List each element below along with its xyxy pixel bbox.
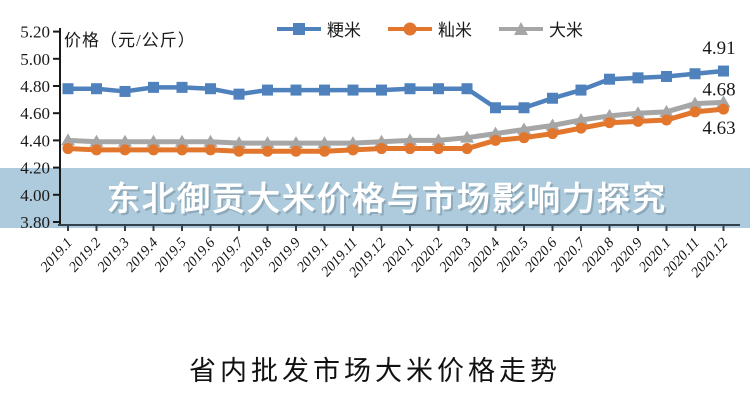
data-point-square — [262, 84, 273, 96]
data-point-circle — [604, 117, 615, 129]
data-point-circle — [205, 144, 216, 156]
data-point-square — [661, 70, 672, 82]
data-point-circle — [547, 128, 558, 140]
y-axis-title: 价格（元/公斤） — [64, 31, 196, 50]
data-point-circle — [262, 145, 273, 157]
data-point-square — [718, 65, 729, 77]
data-point-circle — [62, 143, 74, 155]
data-point-circle — [91, 144, 102, 156]
y-tick-label: 5.20 — [20, 23, 50, 42]
data-point-square — [319, 84, 330, 96]
data-point-square — [233, 88, 245, 100]
y-tick-label: 5.00 — [20, 50, 50, 69]
data-point-circle — [518, 132, 530, 144]
data-point-square — [404, 83, 416, 95]
data-point-circle — [632, 115, 644, 127]
data-point-circle — [461, 143, 473, 155]
series-line — [68, 68, 724, 111]
series-layer — [61, 65, 731, 157]
dami-triangle-legend-marker — [499, 21, 543, 35]
data-point-square — [490, 102, 501, 114]
y-tick-label: 4.20 — [20, 159, 50, 178]
data-point-circle — [433, 143, 444, 155]
chart-legend: 粳米 籼米 大米 — [276, 16, 583, 41]
data-point-square — [119, 85, 131, 97]
data-point-circle — [347, 144, 359, 156]
y-tick-label: 4.80 — [20, 77, 50, 96]
end-value-label: 4.68 — [702, 79, 735, 100]
legend-item-xianmi: 籼米 — [387, 16, 472, 41]
data-point-square — [604, 73, 615, 85]
data-point-square — [433, 83, 444, 95]
data-point-square — [632, 72, 644, 84]
data-point-square — [148, 81, 159, 93]
data-point-circle — [119, 144, 131, 156]
legend-label-jingmi: 粳米 — [327, 21, 361, 40]
end-value-label: 4.63 — [702, 118, 735, 139]
data-point-circle — [490, 134, 501, 146]
data-point-circle — [319, 145, 330, 157]
data-point-circle — [176, 144, 188, 156]
data-point-square — [205, 83, 216, 95]
y-tick-label: 4.60 — [20, 104, 50, 123]
legend-label-dami: 大米 — [549, 21, 583, 40]
legend-label-xianmi: 籼米 — [438, 21, 472, 40]
data-point-square — [176, 81, 188, 93]
data-point-square — [461, 83, 473, 95]
series-line — [67, 99, 724, 146]
data-point-square — [518, 102, 530, 114]
data-point-circle — [404, 143, 416, 155]
data-point-circle — [148, 144, 159, 156]
legend-item-jingmi: 粳米 — [276, 16, 361, 41]
data-point-circle — [661, 114, 672, 126]
data-point-circle — [290, 145, 302, 157]
data-point-circle — [689, 106, 701, 118]
chart-bottom-title: 省内批发市场大米价格走势 — [189, 356, 561, 386]
data-point-circle — [575, 122, 587, 134]
data-point-square — [347, 84, 359, 96]
data-point-square — [689, 68, 701, 80]
data-point-square — [376, 84, 387, 96]
y-tick-label: 4.00 — [20, 186, 50, 205]
jingmi-square-legend-marker — [277, 22, 321, 35]
data-point-circle — [233, 145, 245, 157]
data-point-square — [575, 84, 587, 96]
data-point-square — [547, 92, 558, 104]
headline-banner-title-shadow: 东北御贡大米价格与市场影响力探究 — [109, 182, 669, 219]
data-point-square — [290, 84, 302, 96]
legend-item-dami: 大米 — [498, 16, 583, 41]
data-point-square — [91, 83, 102, 95]
y-tick-label: 4.40 — [20, 131, 50, 150]
data-point-circle — [718, 103, 729, 115]
data-point-circle — [376, 143, 387, 155]
data-point-square — [62, 83, 74, 95]
y-tick-label: 3.80 — [20, 213, 50, 232]
xianmi-circle-legend-marker — [388, 22, 432, 35]
headline-banner — [0, 168, 750, 228]
end-value-label: 4.91 — [702, 38, 735, 59]
headline-banner-title: 东北御贡大米价格与市场影响力探究 — [107, 180, 667, 217]
